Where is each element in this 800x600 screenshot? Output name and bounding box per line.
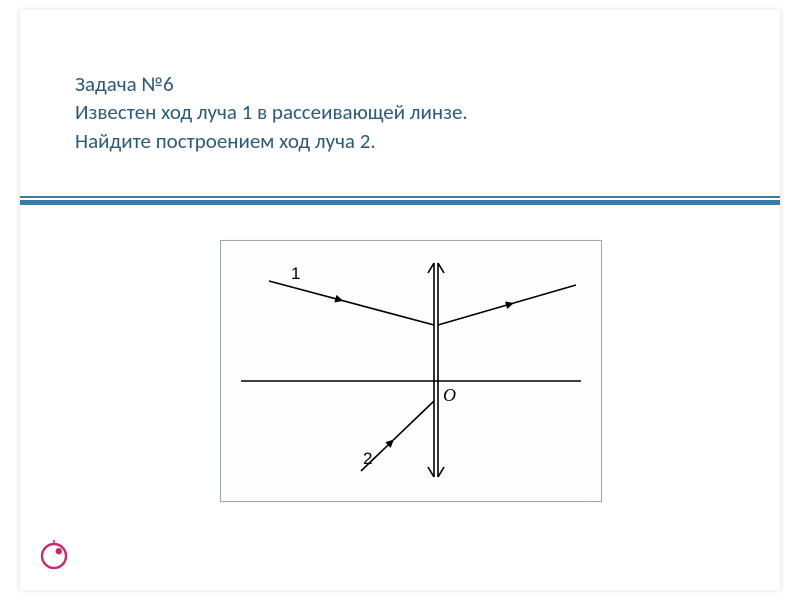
title-line-2: Известен ход луча 1 в рассеивающей линзе… bbox=[75, 98, 715, 126]
ray-1-label: 1 bbox=[291, 264, 300, 283]
slide: Задача №6 Известен ход луча 1 в рассеива… bbox=[20, 10, 780, 590]
lens-tip bbox=[438, 263, 444, 273]
title-line-1: Задача №6 bbox=[75, 70, 715, 98]
optics-diagram: O 1 2 bbox=[220, 240, 602, 502]
lens-tip bbox=[438, 467, 444, 477]
logo-icon bbox=[38, 540, 70, 572]
lens-tip bbox=[428, 263, 434, 273]
ray-1-incident bbox=[269, 281, 434, 325]
lens-tip bbox=[428, 467, 434, 477]
title-block: Задача №6 Известен ход луча 1 в рассеива… bbox=[75, 70, 715, 155]
center-label: O bbox=[443, 385, 456, 405]
diagram-svg: O 1 2 bbox=[221, 241, 601, 501]
ray-2-label: 2 bbox=[363, 449, 372, 468]
title-line-3: Найдите построением ход луча 2. bbox=[75, 127, 715, 155]
divider-thin bbox=[20, 196, 780, 198]
ray-1-incident-arrow bbox=[334, 295, 343, 303]
divider-thick bbox=[20, 200, 780, 205]
divider bbox=[20, 196, 780, 206]
